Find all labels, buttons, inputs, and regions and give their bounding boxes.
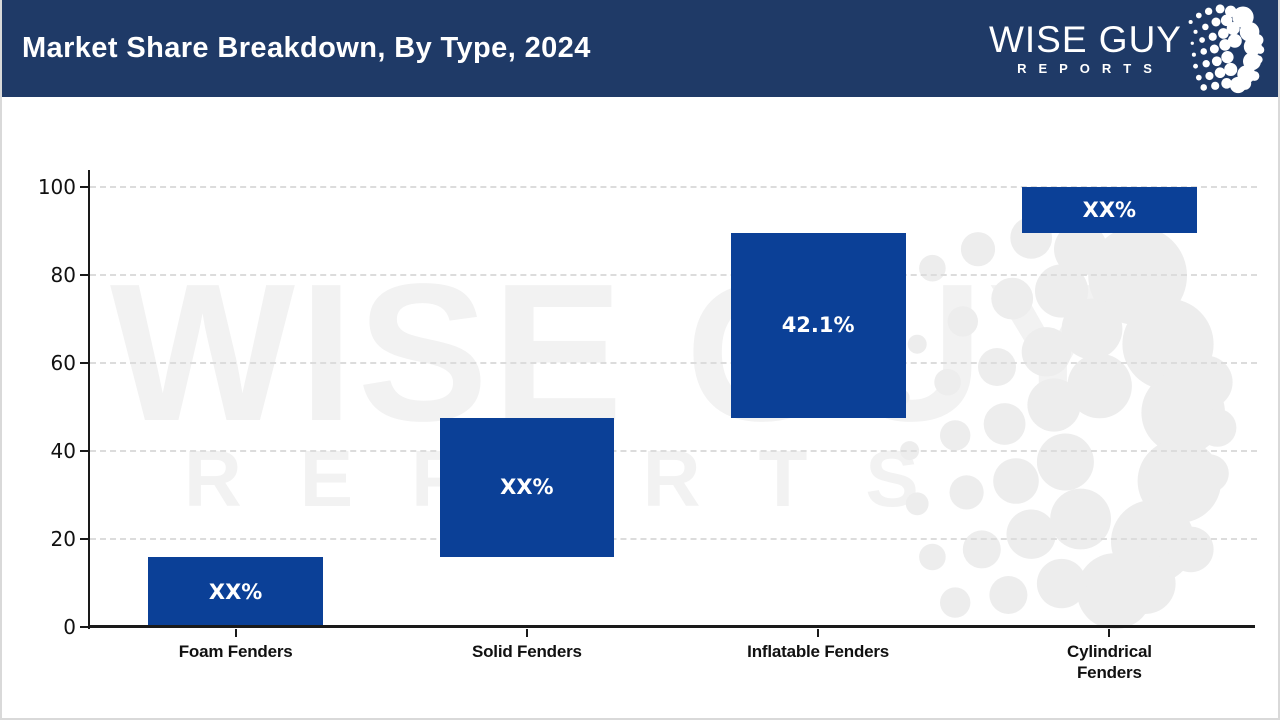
y-axis-line [88,170,90,629]
bar-value-label: XX% [208,579,263,604]
plot-area: 0 20 40 60 80 100 XX% XX% 42.1% XX% Foam Fenders So… [38,170,1257,682]
y-tick-label-40: 40 [50,439,76,463]
logo-text: WISE GUY REPORTS [989,21,1182,76]
y-tick-100 [80,186,88,188]
y-tick-80 [80,274,88,276]
bar-segment: 42.1% [730,232,906,418]
y-tick-40 [80,450,88,452]
y-tick-label-60: 60 [50,351,76,375]
bar-value-label: XX% [500,475,554,500]
y-tick-label-80: 80 [50,263,76,287]
bar-segment: XX% [148,556,323,627]
wise-guy-reports-logo: WISE GUY REPORTS [989,3,1266,94]
bar-segment: XX% [439,418,615,557]
bar-segment: XX% [1022,187,1197,233]
y-tick-0 [80,626,88,628]
gridline-40 [90,450,1257,452]
header-bar: Market Share Breakdown, By Type, 2024 WI… [2,0,1278,97]
x-tick [525,629,528,637]
x-axis-line [88,625,1255,628]
gridline-80 [90,274,1257,276]
x-category-label: Foam Fenders [178,642,293,661]
gridline-60 [90,362,1257,364]
bar-value-label: 42.1% [781,313,855,338]
x-tick [1108,629,1111,637]
y-tick-60 [80,362,88,364]
dotted-face-profile-icon [1184,3,1266,94]
y-tick-20 [80,538,88,540]
logo-wordmark: WISE GUY [988,19,1182,60]
y-tick-label-20: 20 [50,527,76,551]
gridline-100 [90,186,1257,188]
y-tick-label-0: 0 [63,615,76,639]
x-tick [817,629,820,637]
chart-title: Market Share Breakdown, By Type, 2024 [22,32,591,64]
x-category-label: Inflatable Fenders [747,642,890,661]
x-category-label: Solid Fenders [471,642,582,661]
x-tick [234,629,237,637]
x-category-label: Cylindrical Fenders [1067,642,1152,683]
bar-value-label: XX% [1082,197,1137,222]
gridline-20 [90,538,1257,540]
logo-subtitle: REPORTS [1017,61,1164,76]
y-tick-label-100: 100 [37,175,76,199]
